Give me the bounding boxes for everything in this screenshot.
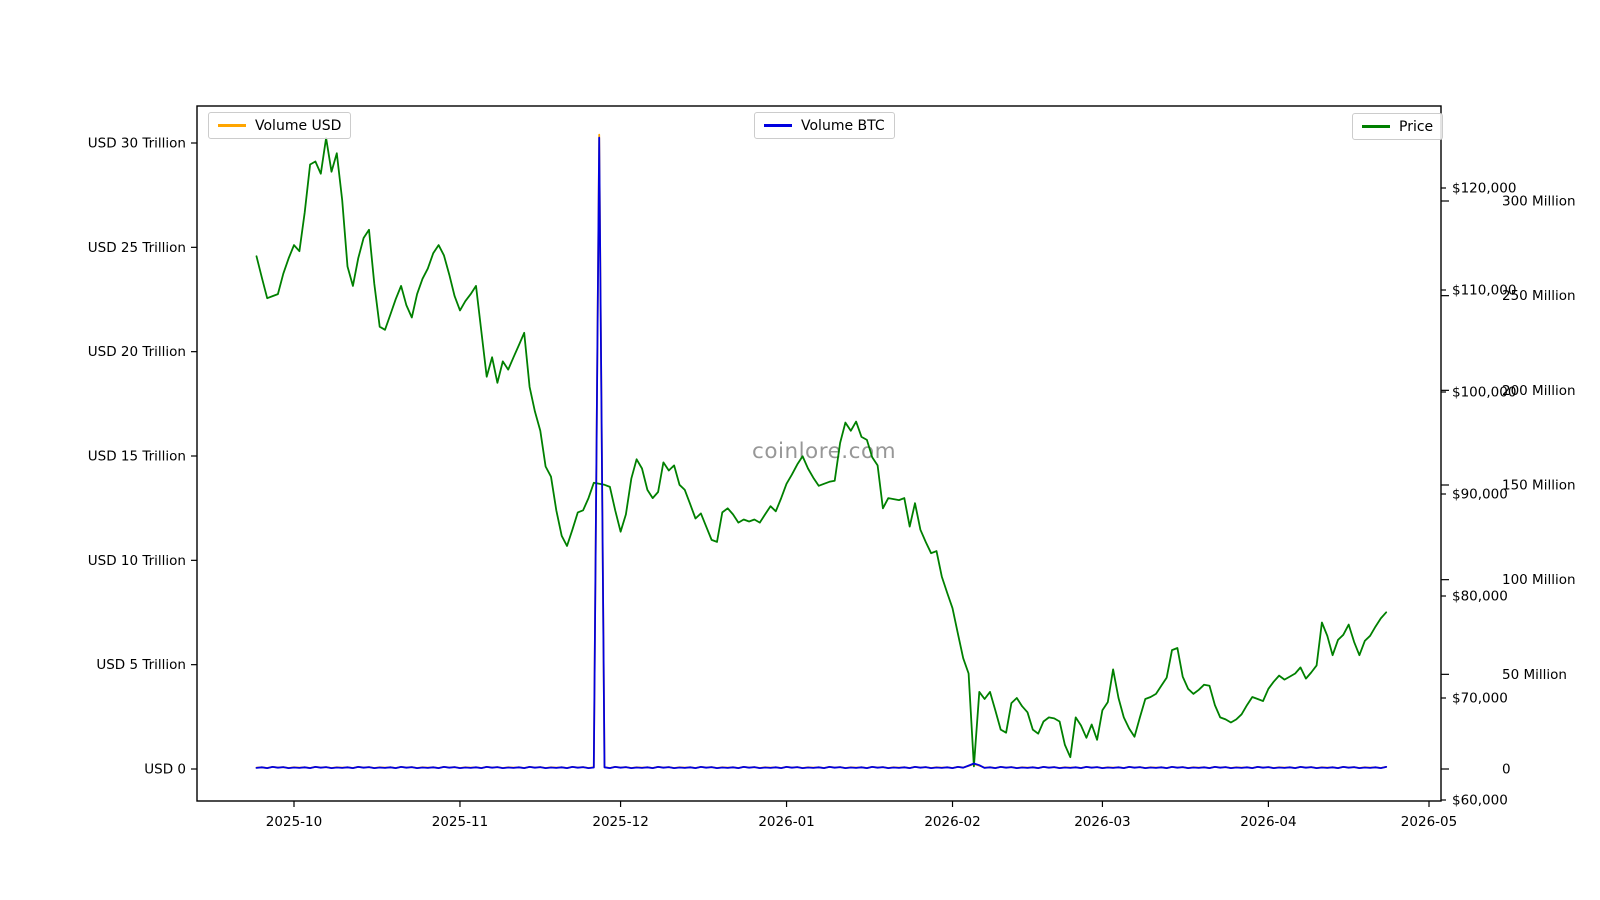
legend-label-volume-btc: Volume BTC [801,117,885,134]
right-volume-tick-label: 200 Million [1502,383,1576,399]
right-volume-tick-label: 250 Million [1502,288,1576,304]
right-price-tick-label: $110,000 [1452,283,1516,299]
left-tick-label: USD 25 Trillion [88,240,186,256]
legend-volume-btc: Volume BTC [754,112,895,139]
left-tick-label: USD 10 Trillion [88,553,186,569]
right-volume-tick-label: 0 [1502,762,1511,778]
watermark: coinlore.com [752,439,897,464]
left-tick-label: USD 15 Trillion [88,448,186,464]
legend-label-volume-usd: Volume USD [255,117,342,134]
x-tick-label: 2025-10 [266,814,322,830]
legend-price: Price [1352,113,1444,140]
right-price-tick-label: $90,000 [1452,487,1508,503]
left-tick-label: USD 5 Trillion [96,657,186,673]
right-volume-tick-label: 50 Million [1502,667,1567,683]
legend-line-swatch-volume-usd [218,124,246,127]
legend-line-swatch-volume-btc [764,124,792,127]
plot-border [196,105,1442,802]
x-tick-label: 2025-11 [432,814,488,830]
right-price-tick-label: $100,000 [1452,385,1516,401]
x-tick-label: 2026-02 [924,814,980,830]
left-tick-label: USD 30 Trillion [88,135,186,151]
right-price-tick-label: $80,000 [1452,589,1508,605]
x-tick-label: 2026-04 [1240,814,1296,830]
right-price-tick-label: $70,000 [1452,691,1508,707]
legend-label-price: Price [1399,118,1434,135]
legend-volume-usd: Volume USD [208,112,352,139]
x-tick-label: 2026-03 [1074,814,1130,830]
x-tick-label: 2026-01 [758,814,814,830]
x-tick-label: 2025-12 [592,814,648,830]
left-tick-label: USD 0 [144,762,186,778]
series-volume-btc-line [255,136,1388,769]
series-volume-usd-line [255,133,1388,769]
right-volume-tick-label: 100 Million [1502,572,1576,588]
right-price-tick-label: $60,000 [1452,793,1508,809]
right-volume-tick-label: 150 Million [1502,478,1576,494]
x-tick-label: 2026-05 [1401,814,1457,830]
right-volume-tick-label: 300 Million [1502,194,1576,210]
right-price-tick-label: $120,000 [1452,181,1516,197]
series-price-line [255,137,1388,768]
legend-line-swatch-price [1362,125,1390,128]
left-tick-label: USD 20 Trillion [88,344,186,360]
